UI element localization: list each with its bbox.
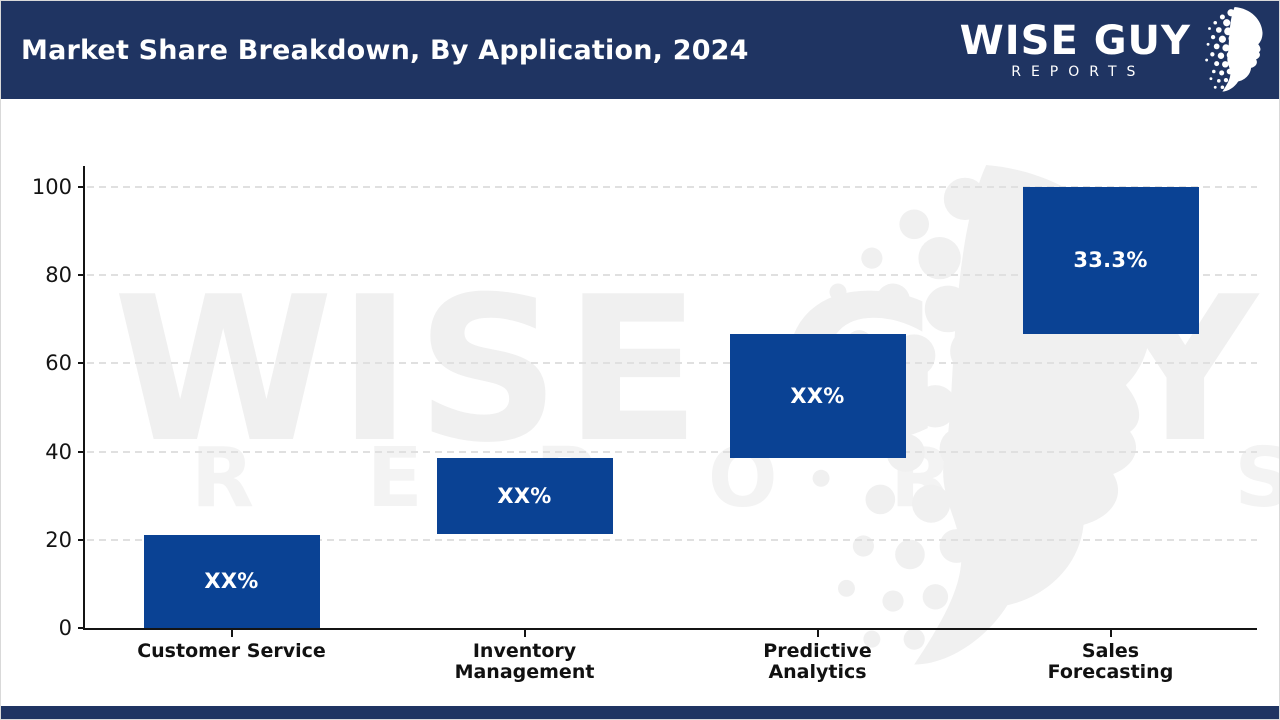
bar-value-label: XX%: [204, 569, 259, 594]
bar-value-label: XX%: [790, 383, 845, 408]
y-gridline: [87, 362, 1257, 365]
bar-value-label: 33.3%: [1073, 248, 1148, 273]
x-axis-line: [83, 628, 1257, 630]
logo-reports-text: REPORTS: [1011, 63, 1146, 80]
bar-segment[interactable]: XX%: [729, 333, 906, 458]
y-axis-tick-label: 40: [45, 439, 72, 464]
y-axis-tick: [78, 274, 85, 277]
y-axis-tick-label: 20: [45, 527, 72, 552]
logo-wordmark: WISE GUY REPORTS: [960, 21, 1191, 80]
category-label: Customer Service: [137, 640, 326, 662]
header-bar: Market Share Breakdown, By Application, …: [1, 1, 1279, 99]
y-axis-tick: [78, 627, 85, 629]
x-axis-tick: [816, 630, 819, 637]
y-gridline: [87, 538, 1257, 541]
y-gridline: [87, 186, 1257, 188]
y-axis-line: [83, 166, 85, 630]
y-axis-tick: [78, 186, 85, 188]
y-gridline: [87, 450, 1257, 453]
x-axis-tick: [230, 630, 233, 637]
y-axis-tick: [78, 362, 85, 365]
bar-segment[interactable]: XX%: [436, 457, 613, 535]
footer-bar: [1, 706, 1279, 719]
y-axis-tick-label: 0: [58, 616, 72, 640]
category-label: Predictive Analytics: [763, 640, 872, 683]
logo-wise-guy-text: WISE GUY: [959, 17, 1191, 64]
x-axis-tick: [1109, 630, 1112, 637]
category-label: Sales Forecasting: [1047, 640, 1174, 683]
y-gridline: [87, 274, 1257, 277]
bar-segment[interactable]: 33.3%: [1022, 187, 1199, 334]
y-axis-tick-label: 100: [31, 175, 72, 199]
wise-guy-reports-logo: WISE GUY REPORTS: [960, 7, 1267, 93]
y-axis-tick-label: 80: [45, 263, 72, 288]
category-label: Inventory Management: [454, 640, 595, 683]
y-axis-tick: [78, 538, 85, 541]
y-axis-tick: [78, 450, 85, 453]
y-axis-tick-label: 60: [45, 351, 72, 376]
bar-segment[interactable]: XX%: [143, 534, 320, 628]
chart-title: Market Share Breakdown, By Application, …: [21, 34, 749, 66]
bar-value-label: XX%: [497, 484, 552, 509]
x-axis-tick: [523, 630, 526, 637]
